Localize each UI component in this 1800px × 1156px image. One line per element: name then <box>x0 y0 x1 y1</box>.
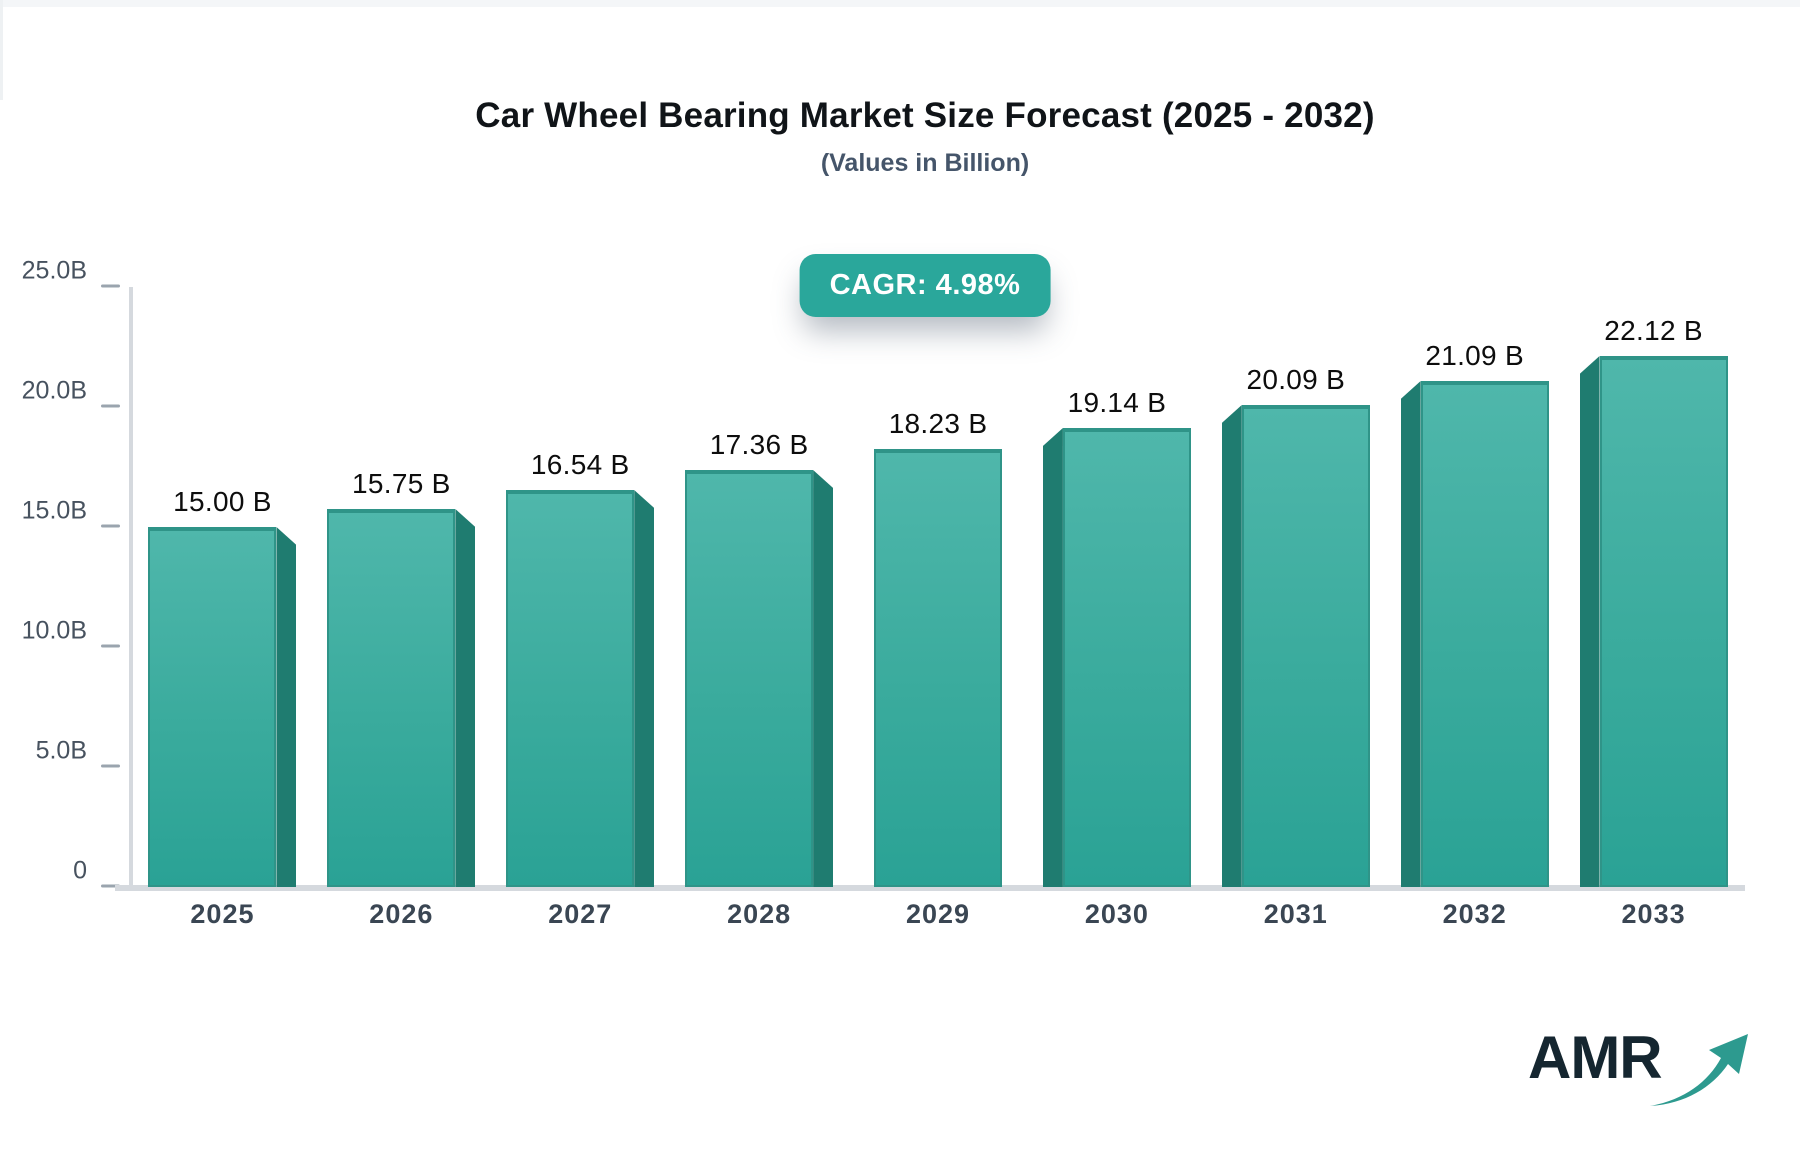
x-tick-label-2032: 2032 <box>1442 899 1507 929</box>
bar-side-face <box>276 527 297 887</box>
plot-area: 15.00 B 15.75 B 16.54 B 17.36 B 18.23 B 19.14… <box>115 287 1745 891</box>
bar-side-face <box>813 470 834 887</box>
x-axis: 2025 2026 2027 2028 2029 2030 2031 2032 2033 <box>133 899 1743 930</box>
x-tick-label-2028: 2028 <box>727 899 792 929</box>
bar-slot-2026: 15.75 B <box>312 287 491 887</box>
y-tick-label: 0 <box>73 856 87 885</box>
bar-value-label: 17.36 B <box>709 429 809 460</box>
y-tick-mark <box>101 524 120 528</box>
bar-slot-2033: 22.12 B <box>1564 287 1743 887</box>
y-tick-label: 10.0B <box>21 616 87 645</box>
bar-face[interactable] <box>1062 428 1191 887</box>
bar-side-face <box>1221 405 1242 887</box>
bar-slot-2025: 15.00 B <box>133 287 312 887</box>
bar-face[interactable] <box>685 470 814 887</box>
cagr-badge: CAGR: 4.98% <box>799 254 1051 317</box>
y-tick-mark <box>101 644 120 648</box>
bar-side-face <box>1400 381 1421 887</box>
amr-logo-text: AMR <box>1528 1024 1663 1091</box>
bar-side-face <box>1042 428 1063 887</box>
bar-face[interactable] <box>874 449 1002 887</box>
y-tick-mark <box>101 764 120 768</box>
chart-title: Car Wheel Bearing Market Size Forecast (… <box>475 96 1375 135</box>
x-tick-label-2026: 2026 <box>369 899 434 929</box>
bar-side-face <box>1579 356 1600 887</box>
bar-face[interactable] <box>506 490 635 887</box>
bar-2032[interactable]: 21.09 B <box>1400 340 1549 887</box>
x-tick-label-2027: 2027 <box>548 899 613 929</box>
x-tick-label-2033: 2033 <box>1621 899 1686 929</box>
bar-2029[interactable]: 18.23 B <box>874 408 1002 887</box>
x-tick-label-2025: 2025 <box>190 899 255 929</box>
x-tick-label-2031: 2031 <box>1263 899 1328 929</box>
bar-value-label: 19.14 B <box>1067 387 1167 418</box>
bar-side-face <box>634 490 655 887</box>
bar-2025[interactable]: 15.00 B <box>148 486 297 887</box>
y-tick-label: 25.0B <box>21 256 87 285</box>
bar-face[interactable] <box>148 527 277 887</box>
bar-face[interactable] <box>1420 381 1549 887</box>
x-axis-line <box>115 885 1745 891</box>
bar-2028[interactable]: 17.36 B <box>685 429 834 887</box>
bar-slot-2027: 16.54 B <box>491 287 670 887</box>
bar-side-face <box>455 509 476 887</box>
bar-value-label: 16.54 B <box>530 449 630 480</box>
y-axis: 0 5.0B 10.0B 15.0B 20.0B 25.0B <box>0 257 125 888</box>
bar-2026[interactable]: 15.75 B <box>327 468 476 887</box>
bar-slot-2030: 19.14 B <box>1027 287 1206 887</box>
bars-row: 15.00 B 15.75 B 16.54 B 17.36 B 18.23 B 19.14… <box>133 287 1743 887</box>
y-tick-mark <box>101 884 120 888</box>
y-tick-label: 5.0B <box>35 736 87 765</box>
bar-2033[interactable]: 22.12 B <box>1579 315 1728 887</box>
y-axis-line <box>129 287 133 891</box>
bar-face[interactable] <box>327 509 456 887</box>
bar-slot-2029: 18.23 B <box>849 287 1028 887</box>
y-tick-label: 20.0B <box>21 376 87 405</box>
chart-subtitle: (Values in Billion) <box>820 149 1030 177</box>
x-tick-label-2030: 2030 <box>1084 899 1149 929</box>
bar-2030[interactable]: 19.14 B <box>1042 387 1191 887</box>
bar-value-label: 20.09 B <box>1246 364 1346 395</box>
x-tick-label-2029: 2029 <box>905 899 971 929</box>
window-edge-top <box>0 0 1800 7</box>
window-edge-left <box>0 0 3 100</box>
growth-arrow-icon <box>1649 1034 1748 1106</box>
bar-value-label: 22.12 B <box>1604 315 1703 346</box>
bar-value-label: 18.23 B <box>888 408 988 439</box>
bar-slot-2028: 17.36 B <box>670 287 849 887</box>
bar-value-label: 15.75 B <box>352 468 451 499</box>
bar-face[interactable] <box>1599 356 1728 887</box>
bar-face[interactable] <box>1241 405 1370 887</box>
bar-2027[interactable]: 16.54 B <box>506 449 655 887</box>
y-tick-mark <box>101 404 120 408</box>
bar-value-label: 21.09 B <box>1425 340 1524 371</box>
bar-2031[interactable]: 20.09 B <box>1221 364 1370 887</box>
y-tick-label: 15.0B <box>21 496 87 525</box>
bar-slot-2031: 20.09 B <box>1206 287 1385 887</box>
bar-slot-2032: 21.09 B <box>1385 287 1564 887</box>
y-tick-mark <box>101 284 120 288</box>
bar-value-label: 15.00 B <box>173 486 272 517</box>
amr-logo: AMR <box>1528 1028 1752 1114</box>
